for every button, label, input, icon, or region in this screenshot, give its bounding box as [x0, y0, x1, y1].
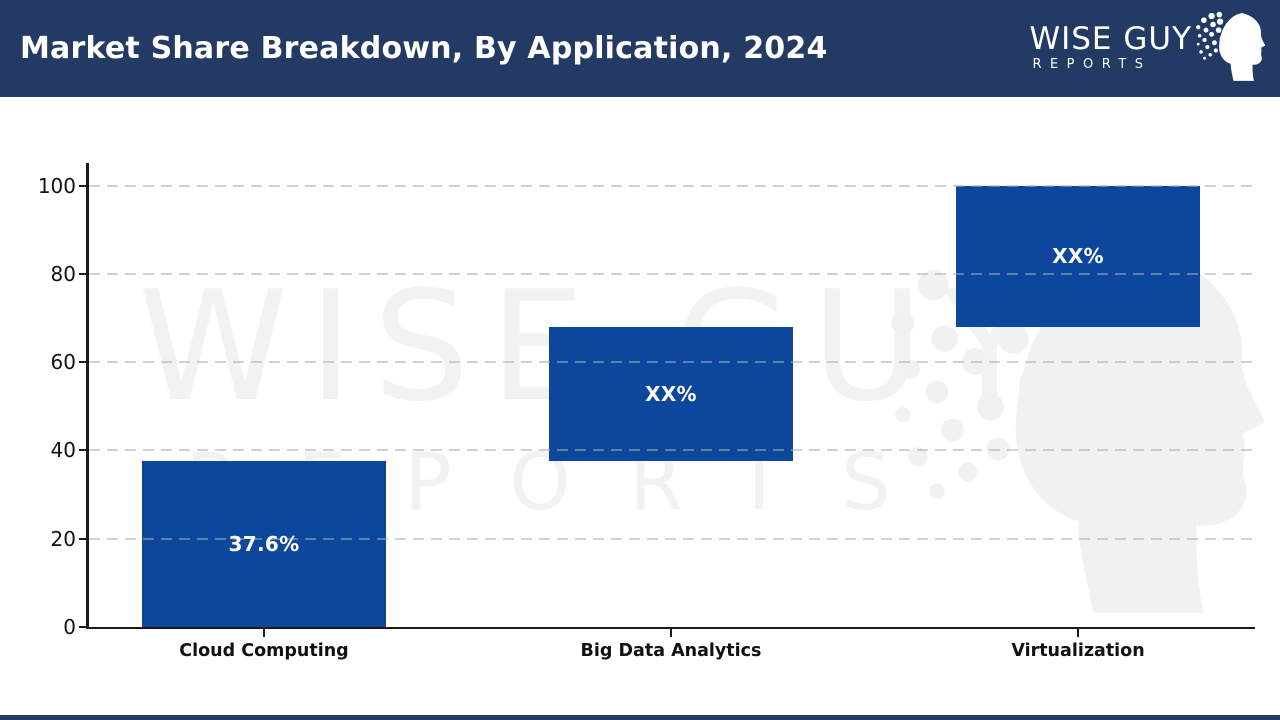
gridline-y20	[89, 537, 1255, 540]
page-title: Market Share Breakdown, By Application, …	[20, 31, 828, 66]
y-tick-label-20: 20	[50, 526, 76, 551]
y-tickmark-20	[79, 537, 88, 540]
x-tickmark-1	[670, 629, 672, 637]
logo-subtitle: REPORTS	[1032, 57, 1152, 72]
gridline-y40	[89, 449, 1255, 452]
y-tickmark-80	[79, 272, 88, 275]
wise-guy-reports-logo: WISE GUY REPORTS	[1029, 6, 1268, 88]
header-bar: Market Share Breakdown, By Application, …	[0, 0, 1280, 97]
bar-value-label: 37.6%	[228, 531, 300, 556]
bar-virtualization	[956, 185, 1200, 327]
y-tick-label-60: 60	[50, 350, 76, 375]
y-tick-label-100: 100	[37, 173, 76, 198]
y-tickmark-40	[79, 449, 88, 452]
logo-text: WISE GUY REPORTS	[1029, 22, 1192, 72]
category-label-2: Virtualization	[1011, 641, 1145, 661]
bar-value-label: XX%	[645, 381, 697, 406]
y-tick-label-0: 0	[63, 615, 76, 639]
y-tickmark-60	[79, 361, 88, 364]
x-tickmark-0	[263, 629, 265, 637]
x-tickmark-2	[1077, 629, 1079, 637]
x-axis-line	[86, 626, 1255, 629]
y-tick-label-80: 80	[50, 261, 76, 286]
y-axis-line	[86, 163, 89, 629]
logo-wordmark: WISE GUY	[1029, 21, 1192, 57]
bar-big-data-analytics	[549, 326, 793, 461]
y-tickmark-100	[79, 184, 88, 187]
bar-value-label: XX%	[1052, 244, 1104, 269]
gridline-y80	[89, 272, 1255, 275]
y-tickmark-0	[79, 626, 88, 628]
footer-bar	[0, 715, 1280, 720]
gridline-y60	[89, 361, 1255, 364]
category-label-0: Cloud Computing	[179, 641, 349, 661]
category-label-1: Big Data Analytics	[580, 641, 762, 661]
y-tick-label-40: 40	[50, 438, 76, 463]
bar-cloud-computing	[142, 460, 386, 627]
logo-head-icon	[1196, 11, 1266, 81]
gridline-y100	[89, 184, 1255, 187]
